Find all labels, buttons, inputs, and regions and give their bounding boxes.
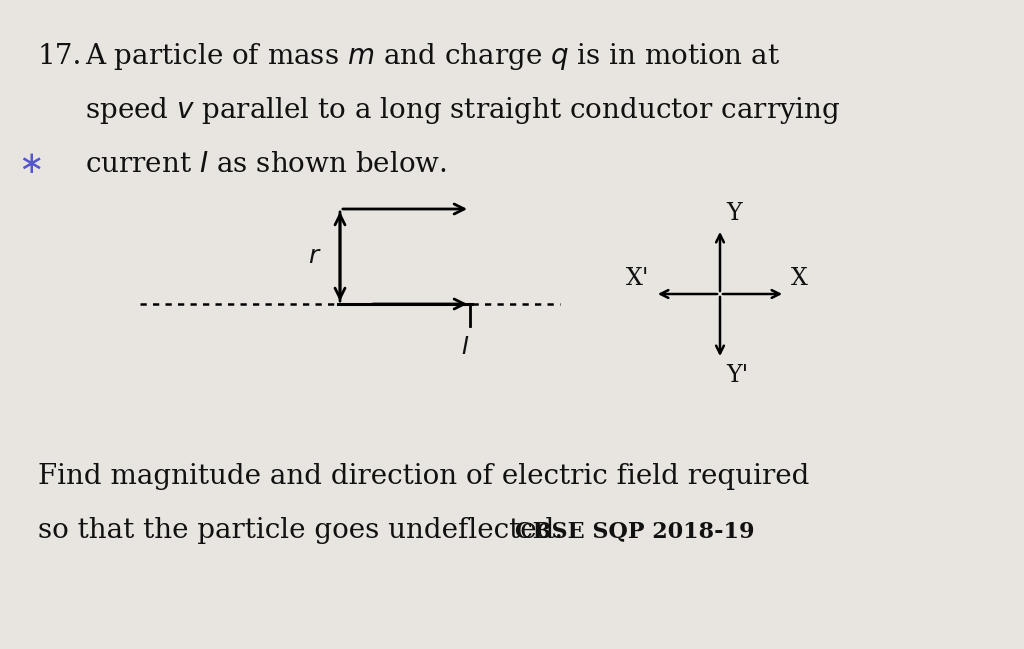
Text: A particle of mass $m$ and charge $q$ is in motion at: A particle of mass $m$ and charge $q$ is… — [85, 42, 780, 73]
Text: CBSE SQP 2018-19: CBSE SQP 2018-19 — [515, 520, 755, 542]
Text: Find magnitude and direction of electric field required: Find magnitude and direction of electric… — [38, 463, 809, 491]
Text: X': X' — [626, 267, 649, 290]
Text: X: X — [791, 267, 808, 290]
Text: $r$: $r$ — [308, 245, 322, 268]
Text: $I$: $I$ — [461, 336, 469, 359]
Text: current $I$ as shown below.: current $I$ as shown below. — [85, 151, 446, 177]
Text: $\ast$: $\ast$ — [18, 149, 42, 178]
Text: Y: Y — [726, 202, 741, 225]
Text: Y': Y' — [726, 364, 749, 387]
Text: speed $v$ parallel to a long straight conductor carrying: speed $v$ parallel to a long straight co… — [85, 95, 841, 127]
Text: 17.: 17. — [38, 43, 82, 71]
Text: so that the particle goes undeflected.: so that the particle goes undeflected. — [38, 517, 563, 545]
